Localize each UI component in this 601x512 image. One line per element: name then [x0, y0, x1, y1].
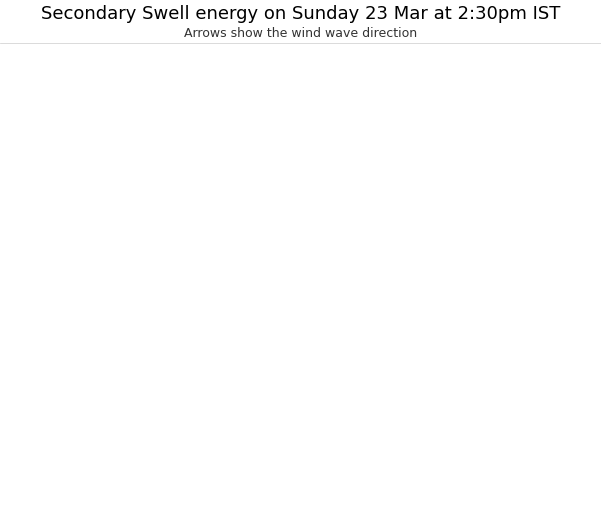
Text: Arrows show the wind wave direction: Arrows show the wind wave direction — [184, 28, 417, 40]
Text: Secondary Swell energy on Sunday 23 Mar at 2:30pm IST: Secondary Swell energy on Sunday 23 Mar … — [41, 5, 560, 23]
